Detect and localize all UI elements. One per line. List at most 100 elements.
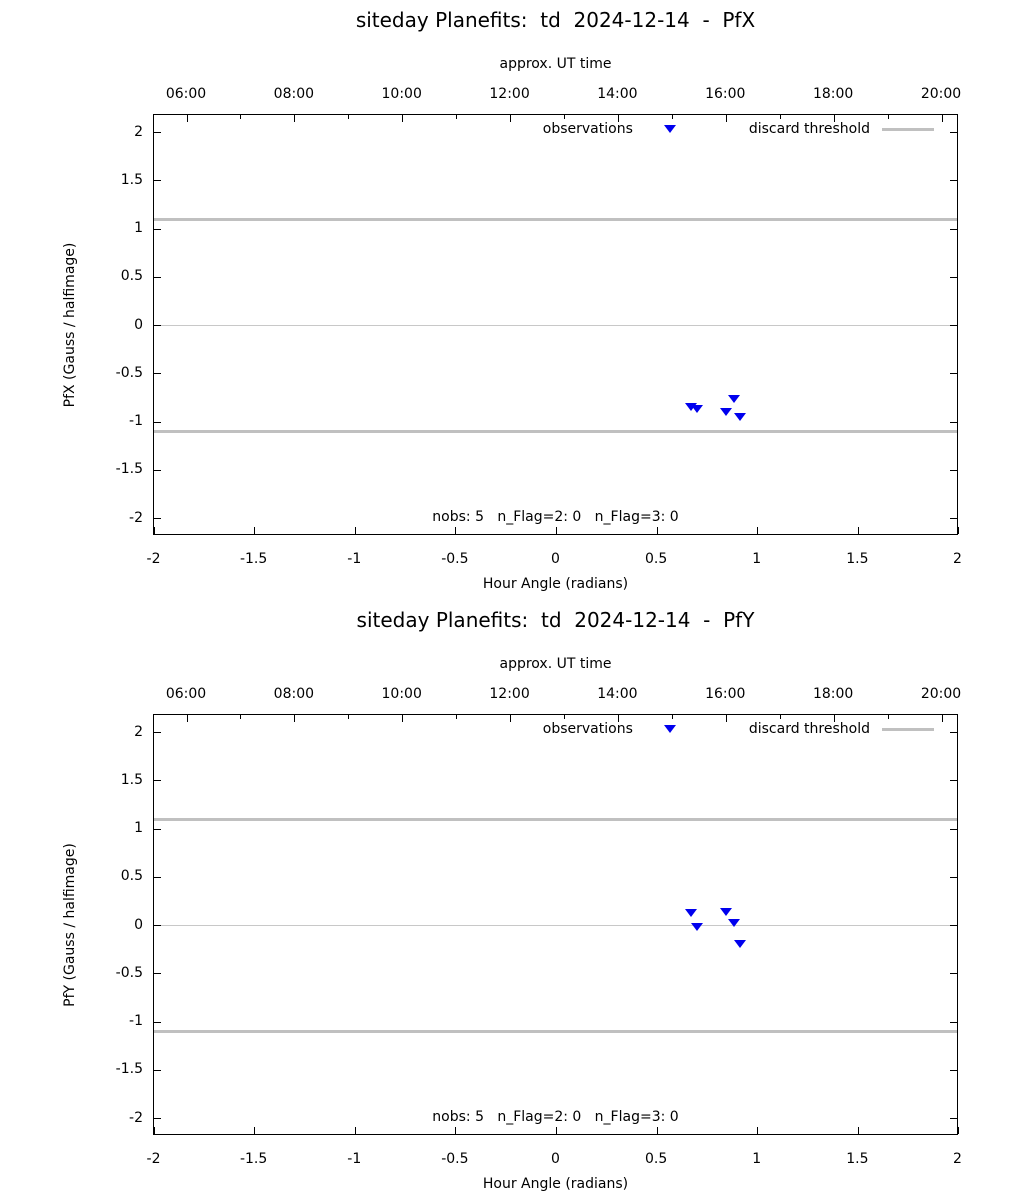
y-tick-mark xyxy=(154,1069,161,1071)
ut-hour-tick-mark xyxy=(456,115,458,119)
x-tick-label: 1 xyxy=(752,551,762,567)
x-tick-label: 0 xyxy=(551,551,560,567)
y-tick-label: -1 xyxy=(129,1013,143,1029)
ut-hour-tick-mark xyxy=(294,715,296,722)
observation-point xyxy=(691,405,704,414)
y-tick-label: -2 xyxy=(129,509,143,526)
y-tick-label: 2 xyxy=(134,123,143,140)
y-tick-label: 2 xyxy=(134,723,143,740)
y-tick-mark xyxy=(154,469,161,471)
zero-gridline xyxy=(154,925,957,926)
plot-area: observations discard threshold nobs: 5 n… xyxy=(153,714,959,1135)
plot-area: observations discard threshold nobs: 5 n… xyxy=(153,114,959,535)
x-tick-label: -1 xyxy=(347,551,362,567)
y-tick-label: -0.5 xyxy=(115,364,143,381)
observation-point xyxy=(733,413,746,422)
x-tick-mark xyxy=(757,1127,759,1134)
y-tick-mark xyxy=(154,732,161,733)
y-tick-mark-right xyxy=(950,732,957,733)
x-tick-label: 2 xyxy=(953,551,962,567)
y-axis-label: PfX (Gauss / halfimage) xyxy=(62,242,78,408)
x-tick-mark xyxy=(656,1127,658,1134)
observation-point xyxy=(733,939,746,948)
y-tick-label: -2 xyxy=(129,1109,143,1126)
x-tick-mark xyxy=(958,1127,959,1134)
y-tick-label: 0.5 xyxy=(120,868,143,885)
x-tick-label: -1.5 xyxy=(239,1151,268,1167)
ut-hour-tick-mark xyxy=(833,115,835,122)
ut-tick-label: 18:00 xyxy=(812,86,854,102)
x-tick-mark xyxy=(455,527,457,534)
observation-point xyxy=(685,402,698,411)
y-tick-mark-right xyxy=(950,325,957,326)
observation-point xyxy=(685,908,698,917)
y-tick-label: 1 xyxy=(134,820,143,836)
ut-hour-tick-mark xyxy=(887,115,889,119)
y-tick-mark xyxy=(154,828,161,830)
x-tick-label: -2 xyxy=(146,1151,161,1167)
ut-hour-tick-mark xyxy=(833,715,835,722)
y-tick-mark-right xyxy=(950,780,957,782)
ut-tick-label: 10:00 xyxy=(381,86,422,102)
observation-point xyxy=(691,923,704,932)
y-tick-label: 1 xyxy=(134,220,143,236)
y-tick-label: -1.5 xyxy=(115,1061,143,1078)
zero-gridline xyxy=(154,325,957,326)
ut-tick-label: 16:00 xyxy=(705,86,746,102)
y-tick-label: -0.5 xyxy=(115,964,143,981)
ut-tick-label: 14:00 xyxy=(597,686,638,702)
y-tick-mark-right xyxy=(950,276,957,278)
ut-hour-tick-mark xyxy=(941,715,943,722)
discard-threshold-line xyxy=(154,1030,957,1034)
y-tick-mark-right xyxy=(950,828,957,830)
threshold-line-sample xyxy=(882,127,934,131)
y-tick-mark-right xyxy=(950,180,957,182)
ut-hour-tick-mark xyxy=(564,715,565,719)
ut-hour-tick-mark xyxy=(348,715,350,719)
y-tick-label: 1.5 xyxy=(120,171,143,188)
ut-hour-tick-mark xyxy=(510,715,512,722)
y-tick-mark-right xyxy=(950,973,957,975)
ut-hour-tick-mark xyxy=(617,715,619,722)
observation-marker-icon xyxy=(663,725,676,733)
legend-threshold-label: discard threshold xyxy=(748,721,870,737)
ut-tick-label: 10:00 xyxy=(381,686,422,702)
ut-hour-tick-mark xyxy=(240,115,242,119)
ut-axis-label: approx. UT time xyxy=(499,56,612,72)
y-tick-mark xyxy=(154,132,161,133)
y-tick-label: 0.5 xyxy=(120,268,143,285)
observation-point xyxy=(719,408,732,417)
threshold-line-sample xyxy=(882,727,934,731)
y-tick-mark xyxy=(154,421,161,423)
x-tick-label: -0.5 xyxy=(441,551,469,567)
discard-threshold-line xyxy=(154,217,957,221)
ut-hour-tick-mark xyxy=(402,115,404,122)
y-tick-mark xyxy=(154,925,161,926)
ut-tick-label: 06:00 xyxy=(165,686,207,702)
y-tick-mark-right xyxy=(950,1118,957,1119)
discard-threshold-line xyxy=(154,430,957,434)
ut-tick-label: 12:00 xyxy=(489,686,530,702)
y-axis-label: PfY (Gauss / halfimage) xyxy=(62,843,78,1007)
y-tick-mark xyxy=(154,518,161,519)
ut-hour-tick-mark xyxy=(725,715,727,722)
discard-threshold-line xyxy=(154,817,957,821)
stats-annotation: nobs: 5 n_Flag=2: 0 n_Flag=3: 0 xyxy=(432,1109,679,1125)
observation-point xyxy=(719,907,732,916)
y-tick-mark-right xyxy=(950,373,957,375)
x-tick-label: -1 xyxy=(347,1151,362,1167)
y-tick-mark xyxy=(154,780,161,782)
ut-tick-label: 16:00 xyxy=(705,686,746,702)
ut-hour-tick-mark xyxy=(510,115,512,122)
x-tick-label: 0.5 xyxy=(644,1151,668,1167)
y-tick-mark xyxy=(154,373,161,375)
x-tick-mark xyxy=(154,1127,155,1134)
observation-marker-icon xyxy=(663,125,676,133)
chart-panel-pfx: siteday Planefits: td 2024-12-14 - PfX a… xyxy=(62,8,962,592)
chart-panel-pfy: siteday Planefits: td 2024-12-14 - PfY a… xyxy=(0,600,1024,1200)
x-tick-mark xyxy=(757,527,759,534)
ut-hour-tick-mark xyxy=(240,715,242,719)
ut-hour-tick-mark xyxy=(887,715,889,719)
y-tick-mark xyxy=(154,228,161,230)
y-tick-mark-right xyxy=(950,469,957,471)
